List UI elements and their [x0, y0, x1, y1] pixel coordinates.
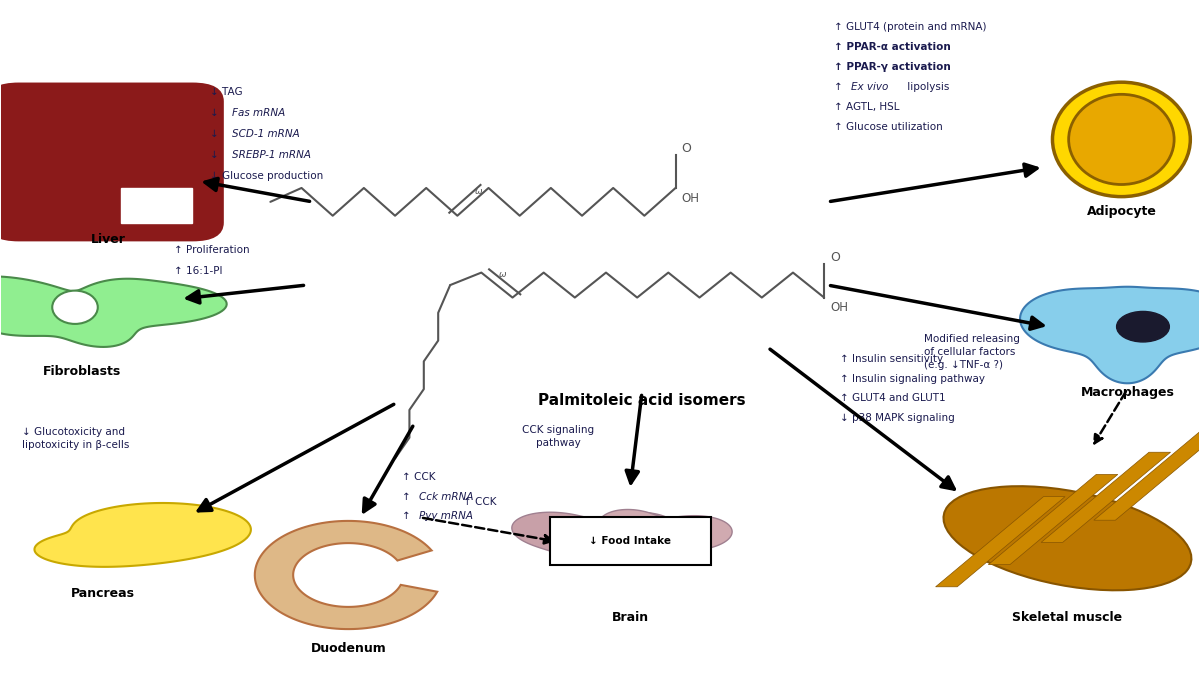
Text: SREBP-1 mRNA: SREBP-1 mRNA: [232, 150, 311, 160]
Polygon shape: [120, 188, 192, 222]
Text: Palmitoleic acid isomers: Palmitoleic acid isomers: [538, 393, 745, 407]
Text: ↑ Insulin sensitivity: ↑ Insulin sensitivity: [840, 354, 943, 364]
Ellipse shape: [1069, 95, 1174, 184]
Polygon shape: [0, 277, 227, 347]
Text: ↑: ↑: [402, 512, 414, 521]
Text: Macrophages: Macrophages: [1080, 386, 1175, 399]
Text: lipolysis: lipolysis: [905, 82, 950, 92]
Text: Duodenum: Duodenum: [311, 642, 386, 655]
Text: ↑ 16:1-PI: ↑ 16:1-PI: [174, 265, 223, 276]
Text: ↓ Food Intake: ↓ Food Intake: [589, 536, 671, 546]
Text: O: O: [830, 252, 840, 265]
Text: Skeletal muscle: Skeletal muscle: [1013, 611, 1122, 624]
Polygon shape: [512, 512, 676, 561]
FancyBboxPatch shape: [0, 84, 222, 240]
Text: ↓ Glucotoxicity and
lipotoxicity in β-cells: ↓ Glucotoxicity and lipotoxicity in β-ce…: [23, 427, 130, 450]
Text: ↑: ↑: [402, 492, 414, 502]
Text: Liver: Liver: [91, 233, 126, 246]
Text: ↓: ↓: [210, 108, 222, 118]
Text: O: O: [682, 142, 691, 155]
Ellipse shape: [1052, 82, 1190, 197]
Text: ↓: ↓: [210, 129, 222, 139]
FancyBboxPatch shape: [550, 518, 712, 564]
Text: ω: ω: [475, 186, 482, 195]
Text: ↑ Proliferation: ↑ Proliferation: [174, 245, 250, 255]
Text: Fas mRNA: Fas mRNA: [232, 108, 286, 118]
Text: SCD-1 mRNA: SCD-1 mRNA: [232, 129, 300, 139]
Text: CCK signaling
pathway: CCK signaling pathway: [522, 425, 594, 448]
Text: ↓ TAG: ↓ TAG: [210, 88, 244, 97]
Text: ↑ Glucose utilization: ↑ Glucose utilization: [834, 122, 942, 132]
Text: ↑ GLUT4 (protein and mRNA): ↑ GLUT4 (protein and mRNA): [834, 22, 986, 31]
Text: ↑: ↑: [834, 82, 846, 92]
Text: Pancreas: Pancreas: [71, 587, 134, 600]
Text: ↓ Glucose production: ↓ Glucose production: [210, 171, 324, 181]
Text: ω: ω: [499, 270, 506, 279]
Polygon shape: [35, 503, 251, 567]
Polygon shape: [1042, 452, 1170, 542]
Text: OH: OH: [682, 192, 700, 205]
Polygon shape: [254, 521, 437, 629]
Text: OH: OH: [830, 302, 848, 314]
Text: ↑ AGTL, HSL: ↑ AGTL, HSL: [834, 102, 899, 112]
Text: ↑ CCK: ↑ CCK: [402, 473, 436, 482]
Text: ↑ PPAR-γ activation: ↑ PPAR-γ activation: [834, 62, 950, 72]
Text: Cck mRNA: Cck mRNA: [419, 492, 474, 502]
Circle shape: [1117, 311, 1169, 342]
Ellipse shape: [53, 291, 97, 324]
Ellipse shape: [943, 486, 1192, 590]
Text: Adipocyte: Adipocyte: [1086, 205, 1157, 218]
Text: ↑ CCK: ↑ CCK: [463, 497, 497, 507]
Polygon shape: [1094, 430, 1200, 521]
Text: Ex vivo: Ex vivo: [851, 82, 888, 92]
Text: ↑ GLUT4 and GLUT1: ↑ GLUT4 and GLUT1: [840, 393, 946, 403]
Text: Modified releasing
of cellular factors
(e.g. ↓TNF-α ?): Modified releasing of cellular factors (…: [924, 334, 1020, 370]
Text: ↓: ↓: [210, 150, 222, 160]
Text: ↓ p38 MAPK signaling: ↓ p38 MAPK signaling: [840, 413, 954, 423]
Text: ↑ PPAR-α activation: ↑ PPAR-α activation: [834, 42, 950, 51]
Text: Brain: Brain: [612, 611, 648, 624]
Text: Pyy mRNA: Pyy mRNA: [419, 512, 473, 521]
Polygon shape: [598, 509, 732, 562]
Polygon shape: [1020, 287, 1200, 383]
Text: ↑ Insulin signaling pathway: ↑ Insulin signaling pathway: [840, 374, 985, 384]
Polygon shape: [936, 497, 1066, 587]
Text: Fibroblasts: Fibroblasts: [43, 365, 121, 378]
Polygon shape: [989, 475, 1118, 564]
